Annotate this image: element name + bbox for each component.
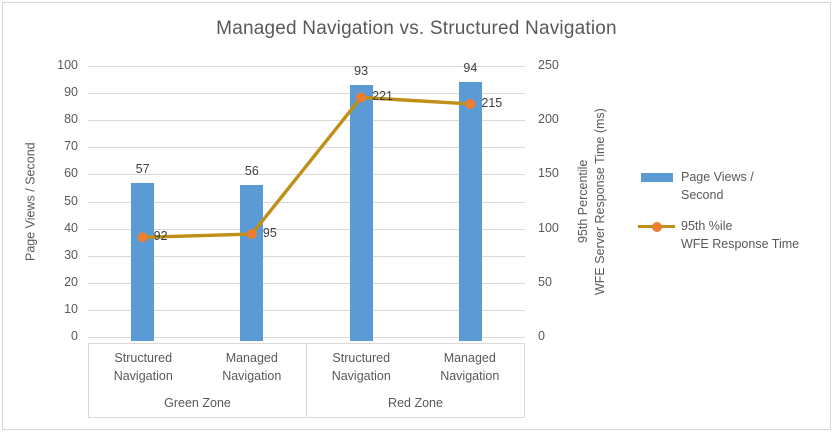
line-marker xyxy=(356,92,367,103)
bar xyxy=(131,182,155,341)
right-axis-tick-label: 150 xyxy=(538,166,559,181)
category-label: Managed Navigation xyxy=(440,351,500,384)
gridline xyxy=(88,201,525,203)
legend: Page Views / Second 95th %ile WFE Respon… xyxy=(638,168,833,267)
line-data-label: 221 xyxy=(372,89,393,104)
category-label: Structured Navigation xyxy=(331,351,391,384)
left-axis-tick-label: 10 xyxy=(64,301,78,316)
line-marker xyxy=(465,98,476,109)
legend-item-page-views: Page Views / Second xyxy=(638,168,833,204)
gridline xyxy=(88,120,525,122)
category-row: Structured Navigation Managed Navigation xyxy=(307,344,524,396)
bar-data-label: 94 xyxy=(463,61,478,76)
left-axis-tick-label: 60 xyxy=(64,166,78,181)
bar-data-label: 56 xyxy=(244,164,259,179)
left-axis-tick-label: 50 xyxy=(64,193,78,208)
category-group: Structured Navigation Managed Navigation R… xyxy=(306,344,524,417)
right-axis-tick-label: 200 xyxy=(538,112,559,127)
category-group: Structured Navigation Managed Navigation G… xyxy=(89,344,306,417)
category-label: Managed Navigation xyxy=(222,351,282,384)
gridline xyxy=(88,337,525,338)
category-group-label: Red Zone xyxy=(388,396,443,410)
left-axis-tick-label: 20 xyxy=(64,274,78,289)
category-axis: Structured Navigation Managed Navigation G… xyxy=(88,343,525,418)
line-data-label: 92 xyxy=(153,229,168,244)
gridline xyxy=(88,147,525,149)
gridline xyxy=(88,174,525,176)
left-axis-tick-label: 100 xyxy=(57,58,78,72)
right-axis-tick-label: 50 xyxy=(538,274,552,289)
line-data-label: 215 xyxy=(481,95,503,110)
right-axis-tick-label: 100 xyxy=(538,220,559,235)
legend-line-swatch xyxy=(638,221,675,232)
left-axis-tick-label: 80 xyxy=(64,112,78,127)
left-axis-title: Page Views / Second xyxy=(23,142,38,261)
legend-label-response-time: 95th %ile WFE Response Time xyxy=(681,219,800,252)
category-row: Structured Navigation Managed Navigation xyxy=(89,344,306,396)
gridline xyxy=(88,309,525,311)
left-axis-tick-label: 30 xyxy=(64,247,78,262)
right-axis-title: 95th Percentile WFE Server Response Time… xyxy=(576,108,607,295)
line-series xyxy=(137,92,476,243)
left-axis-tick-label: 70 xyxy=(64,139,78,154)
bar xyxy=(349,84,373,341)
chart-title: Managed Navigation vs. Structured Naviga… xyxy=(216,18,617,39)
gridline xyxy=(88,282,525,284)
bar-data-label: 57 xyxy=(135,161,150,176)
legend-marker-dot xyxy=(651,221,662,232)
category-group-label: Green Zone xyxy=(164,396,231,410)
left-axis-tick-label: 90 xyxy=(64,85,78,100)
left-axis-tick-label: 0 xyxy=(71,329,78,343)
line-marker xyxy=(246,229,257,240)
right-axis-tick-label: 250 xyxy=(538,58,559,72)
bar-data-label: 93 xyxy=(354,63,369,78)
right-axis-tick-label: 0 xyxy=(538,329,545,343)
line-data-label: 95 xyxy=(262,226,277,241)
legend-bar-swatch xyxy=(641,173,673,182)
gridline xyxy=(88,228,525,230)
left-axis-tick-label: 40 xyxy=(64,220,78,235)
category-label: Structured Navigation xyxy=(113,351,173,384)
gridline xyxy=(88,93,525,95)
plot-area: 57 56 93 94 92 95 221 215 xyxy=(88,61,525,341)
response-time-line xyxy=(142,95,471,239)
line-marker xyxy=(137,232,148,243)
legend-label-page-views: Page Views / Second xyxy=(681,170,754,203)
gridline xyxy=(88,66,525,67)
bar xyxy=(458,82,482,341)
gridline xyxy=(88,255,525,257)
legend-item-response-time: 95th %ile WFE Response Time xyxy=(638,217,833,253)
